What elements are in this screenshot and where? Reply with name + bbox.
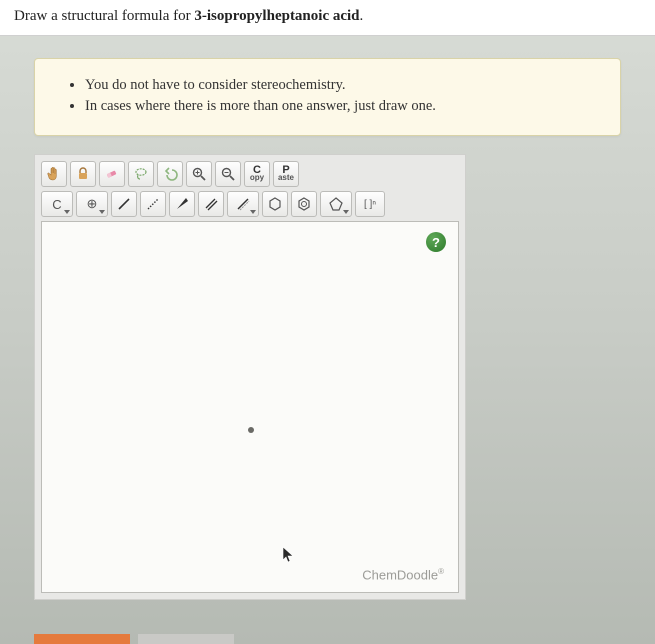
zoom-in-button[interactable]: [186, 161, 212, 187]
toolbar-row-1: C opy P aste: [41, 161, 459, 187]
brand-text: ChemDoodle: [362, 567, 438, 582]
question-text: Draw a structural formula for 3-isopropy…: [14, 8, 641, 25]
brand-mark: ®: [438, 567, 444, 576]
hint-item: You do not have to consider stereochemis…: [85, 75, 598, 96]
dropdown-caret-icon: [343, 210, 349, 214]
bracket-label: [ ]ⁿ: [364, 199, 376, 210]
bond-dash-button[interactable]: [227, 191, 259, 217]
ring-hexagon-button[interactable]: [262, 191, 288, 217]
ring-benzene-button[interactable]: [291, 191, 317, 217]
secondary-button[interactable]: [138, 634, 234, 644]
hint-item: In cases where there is more than one an…: [85, 96, 598, 117]
dropdown-caret-icon: [99, 210, 105, 214]
eraser-tool-button[interactable]: [99, 161, 125, 187]
bond-double-button[interactable]: [198, 191, 224, 217]
question-suffix: .: [360, 8, 364, 24]
bracket-button[interactable]: [ ]ⁿ: [355, 191, 385, 217]
help-label: ?: [432, 235, 440, 250]
charge-label: ⊕: [87, 196, 98, 212]
compound-name: 3-isopropylheptanoic acid: [194, 8, 359, 24]
bond-hash-button[interactable]: [140, 191, 166, 217]
question-bar: Draw a structural formula for 3-isopropy…: [0, 0, 655, 36]
canvas-center-dot: [248, 427, 254, 433]
chemdoodle-editor: C opy P aste C ⊕: [34, 154, 466, 600]
copy-button[interactable]: C opy: [244, 161, 270, 187]
bottom-button-row: [34, 634, 234, 644]
charge-picker-button[interactable]: ⊕: [76, 191, 108, 217]
undo-button[interactable]: [157, 161, 183, 187]
help-button[interactable]: ?: [426, 232, 446, 252]
chemdoodle-brand: ChemDoodle®: [362, 567, 444, 582]
dropdown-caret-icon: [250, 210, 256, 214]
toolbar-row-2: C ⊕: [41, 191, 459, 217]
hand-tool-button[interactable]: [41, 161, 67, 187]
hint-box: You do not have to consider stereochemis…: [34, 58, 621, 136]
paste-button[interactable]: P aste: [273, 161, 299, 187]
lasso-tool-button[interactable]: [128, 161, 154, 187]
lock-tool-button[interactable]: [70, 161, 96, 187]
element-label: C: [52, 197, 61, 212]
paste-label-bottom: aste: [278, 174, 294, 182]
bond-wedge-button[interactable]: [169, 191, 195, 217]
copy-label-bottom: opy: [250, 174, 264, 182]
ring-pentagon-button[interactable]: [320, 191, 352, 217]
cursor-arrow-icon: [282, 546, 296, 564]
drawing-canvas[interactable]: ? ChemDoodle®: [41, 221, 459, 593]
bond-single-button[interactable]: [111, 191, 137, 217]
question-prefix: Draw a structural formula for: [14, 8, 194, 24]
dropdown-caret-icon: [64, 210, 70, 214]
submit-button[interactable]: [34, 634, 130, 644]
element-picker-button[interactable]: C: [41, 191, 73, 217]
zoom-out-button[interactable]: [215, 161, 241, 187]
